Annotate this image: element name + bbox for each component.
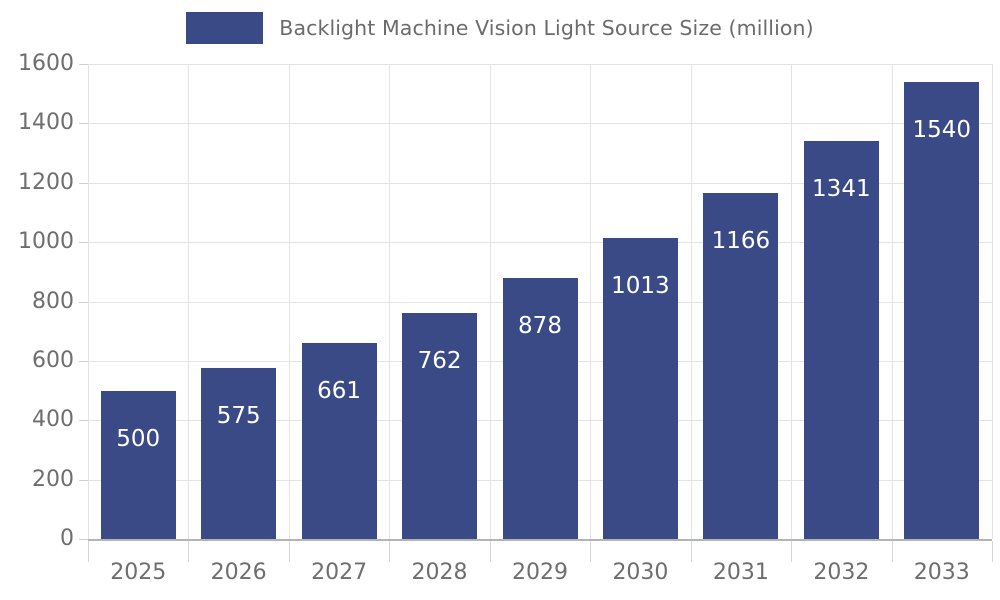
gridline-vertical	[590, 64, 591, 539]
gridline-horizontal	[88, 123, 992, 125]
bar-value-label: 762	[417, 347, 462, 374]
bar[interactable]: 878	[502, 278, 578, 539]
y-axis-tick-label: 600	[32, 347, 74, 373]
y-axis-tick-mark	[79, 301, 88, 303]
gridline-vertical	[992, 64, 993, 539]
y-axis-tick-mark	[79, 479, 88, 481]
bar[interactable]: 500	[100, 390, 176, 539]
x-axis-tick-label: 2032	[813, 560, 870, 585]
bar[interactable]: 1166	[703, 192, 779, 539]
x-axis-tick-label: 2027	[311, 560, 368, 585]
bar[interactable]: 661	[301, 342, 377, 539]
legend-item[interactable]: Backlight Machine Vision Light Source Si…	[186, 12, 814, 44]
y-axis-tick-mark	[79, 420, 88, 422]
bar[interactable]: 1013	[602, 238, 678, 539]
bar[interactable]: 1540	[904, 81, 980, 539]
bar-value-label: 1166	[711, 227, 771, 254]
bar[interactable]: 575	[201, 368, 277, 539]
gridline-horizontal	[88, 64, 992, 65]
x-axis-tick-label: 2031	[712, 560, 769, 585]
legend-label: Backlight Machine Vision Light Source Si…	[279, 16, 814, 40]
y-axis-tick-label: 800	[32, 288, 74, 314]
gridline-vertical	[289, 64, 290, 539]
y-axis-tick-label: 1200	[18, 169, 74, 195]
y-axis-tick-mark	[79, 539, 88, 540]
y-axis-tick-mark	[79, 64, 88, 65]
x-axis-tick-label: 2025	[110, 560, 167, 585]
y-axis-tick-label: 1000	[18, 229, 74, 255]
gridline-vertical	[892, 64, 893, 539]
x-axis-tick-mark	[389, 541, 390, 562]
bar-value-label: 878	[518, 313, 562, 340]
x-axis-tick-mark	[590, 541, 591, 562]
y-axis-tick-mark	[79, 182, 88, 184]
bar-value-label: 575	[216, 403, 261, 430]
x-axis-tick-mark	[188, 541, 189, 562]
x-axis-tick-mark	[289, 541, 290, 562]
x-axis-tick-label: 2030	[612, 560, 669, 585]
x-axis-tick-mark	[892, 541, 893, 562]
x-axis-tick-label: 2033	[913, 560, 970, 585]
bar-value-label: 1540	[912, 116, 972, 143]
y-axis-tick-mark	[79, 123, 88, 125]
x-axis-tick-mark	[791, 541, 792, 562]
x-axis-tick-mark	[88, 541, 89, 562]
gridline-horizontal	[88, 242, 992, 244]
x-axis-tick-mark	[490, 541, 491, 562]
y-axis-tick-label: 0	[60, 526, 74, 551]
bar[interactable]: 1341	[803, 140, 879, 539]
legend-color-swatch	[186, 12, 264, 44]
y-axis-tick-labels: 0 200 400 600 800 1000 1200 1400 1600	[0, 0, 74, 600]
y-axis-tick-label: 400	[32, 407, 74, 433]
gridline-vertical	[791, 64, 792, 539]
x-axis-line	[88, 539, 992, 541]
x-axis-tick-label: 2029	[511, 560, 568, 585]
x-axis-tick-mark	[691, 541, 692, 562]
gridline-horizontal	[88, 182, 992, 184]
bar-value-label: 1341	[812, 175, 871, 202]
chart-legend: Backlight Machine Vision Light Source Si…	[0, 0, 1000, 56]
gridline-vertical	[490, 64, 491, 539]
gridline-vertical	[389, 64, 390, 539]
y-axis-tick-mark	[79, 242, 88, 244]
x-axis-tick-label: 2026	[210, 560, 267, 585]
y-axis-tick-label: 1600	[18, 51, 74, 76]
plot-area: 500 575 661 762 878 1013 1166 1341 1540	[88, 64, 993, 539]
x-axis-tick-label: 2028	[411, 560, 468, 585]
x-axis-tick-mark	[992, 541, 993, 562]
gridline-vertical	[691, 64, 692, 539]
bar-value-label: 1013	[611, 273, 670, 300]
bar-value-label: 500	[116, 425, 161, 452]
y-axis-tick-label: 200	[32, 466, 74, 492]
gridline-vertical	[88, 64, 89, 539]
gridline-vertical	[188, 64, 189, 539]
y-axis-tick-label: 1400	[18, 110, 74, 136]
bar-value-label: 661	[317, 377, 362, 404]
y-axis-tick-mark	[79, 360, 88, 362]
bar[interactable]: 762	[402, 312, 478, 539]
